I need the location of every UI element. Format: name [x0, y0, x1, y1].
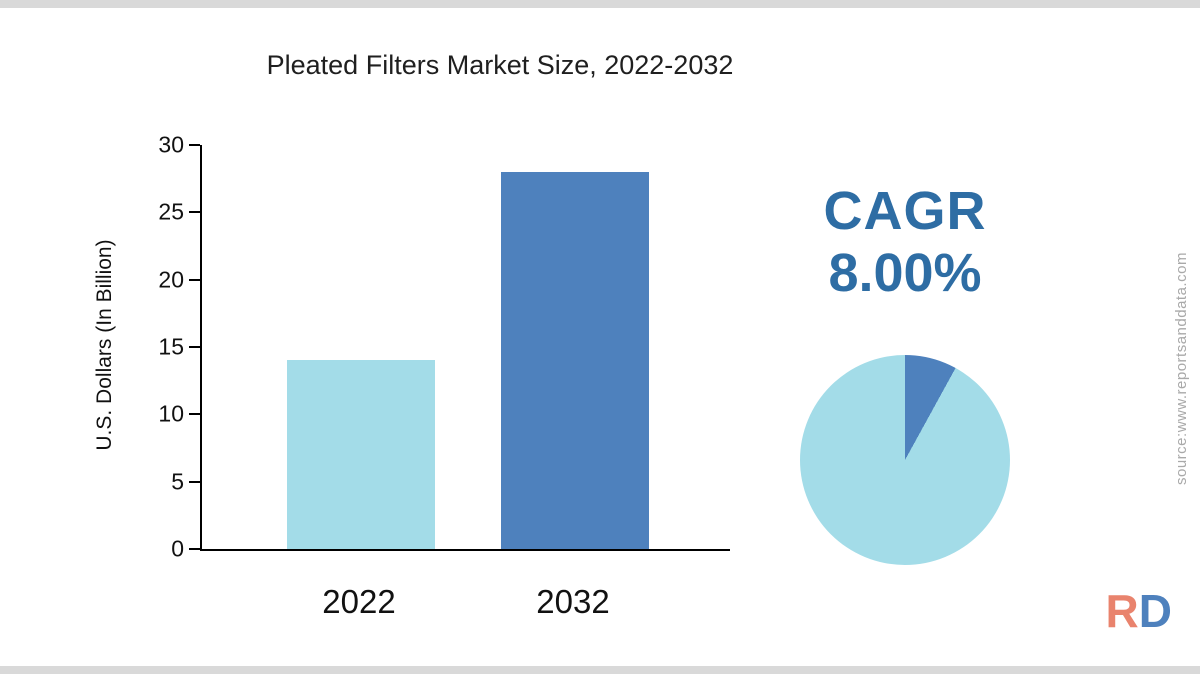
chart-title: Pleated Filters Market Size, 2022-2032 [266, 50, 734, 80]
x-axis-labels: 2022 2032 [200, 583, 730, 621]
y-tick-mark [189, 346, 200, 348]
y-tick-label: 30 [158, 131, 184, 158]
y-tick-label: 10 [158, 400, 184, 427]
logo-letter-r: R [1105, 585, 1139, 637]
cagr-value: 8.00% [828, 243, 982, 304]
y-tick-label: 0 [171, 535, 184, 562]
source-attribution: source:www.reportsanddata.com [1173, 252, 1190, 485]
y-tick-mark [189, 413, 200, 416]
y-tick-mark [189, 480, 200, 483]
cagr-pie-chart [800, 355, 1010, 565]
bar-2032 [501, 171, 649, 549]
y-tick-mark [189, 548, 200, 550]
y-tick-mark [189, 278, 200, 281]
bar-2022 [287, 360, 435, 549]
cagr-block: CAGR 8.00% [775, 181, 1035, 306]
y-axis-title: U.S. Dollars (In Billion) [93, 239, 116, 451]
logo-letter-d: D [1138, 585, 1172, 637]
y-tick-label: 25 [158, 198, 184, 225]
bar-plot-area: 0 5 10 15 20 25 30 [158, 133, 730, 560]
y-tick-label: 15 [158, 333, 184, 360]
bar-series [202, 145, 730, 549]
y-tick-mark [189, 144, 200, 146]
top-edge-strip [0, 0, 1200, 8]
bottom-edge-strip [0, 666, 1200, 674]
y-tick-label: 20 [158, 266, 184, 293]
x-axis-label-2022: 2022 [322, 583, 396, 620]
y-tick-label: 5 [171, 468, 184, 495]
reports-and-data-logo: RD [1106, 588, 1172, 634]
x-axis-label-2032: 2032 [536, 583, 610, 620]
y-tick-mark [189, 211, 200, 214]
cagr-label: CAGR [823, 181, 987, 241]
